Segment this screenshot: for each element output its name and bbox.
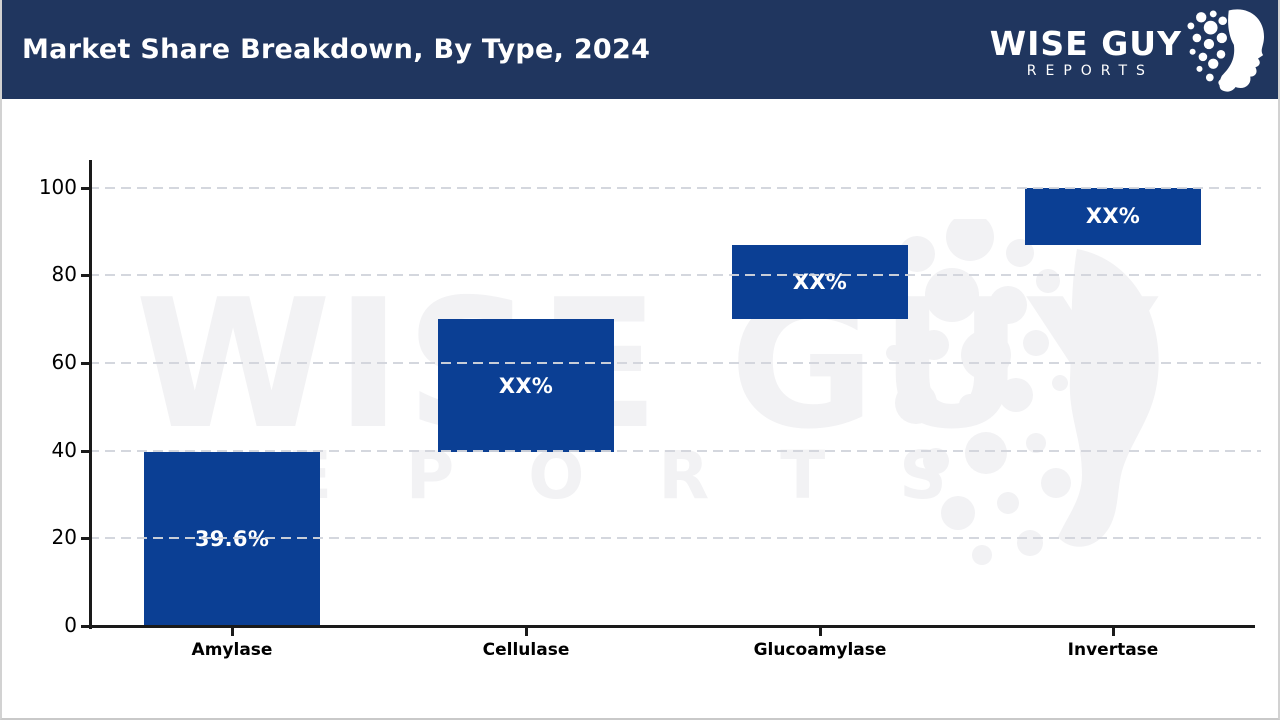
gridline-100 xyxy=(89,186,1261,189)
y-tick-label-0: 0 xyxy=(64,613,77,637)
category-label-amylase: Amylase xyxy=(191,640,273,660)
y-tick-mark-20 xyxy=(81,537,90,541)
face-profile-dots-icon xyxy=(1184,6,1270,94)
bar-value-label: XX% xyxy=(498,373,554,398)
category-label-glucoamylase: Glucoamylase xyxy=(753,640,887,660)
y-tick-mark-80 xyxy=(81,274,90,278)
brand-subtitle: REPORTS xyxy=(1026,63,1154,80)
page-title: Market Share Breakdown, By Type, 2024 xyxy=(22,34,651,65)
y-tick-label-40: 40 xyxy=(51,437,77,462)
header-banner: Market Share Breakdown, By Type, 2024 WI… xyxy=(2,0,1278,99)
x-tick-mark-glucoamylase xyxy=(819,627,822,636)
brand-logo: WISE GUY REPORTS xyxy=(990,6,1270,94)
y-tick-mark-0 xyxy=(81,625,90,628)
y-tick-label-20: 20 xyxy=(51,525,77,550)
y-tick-mark-60 xyxy=(81,361,90,365)
bar-value-label: XX% xyxy=(792,269,848,294)
face-profile-dots-watermark xyxy=(872,213,1182,593)
x-tick-mark-amylase xyxy=(231,627,234,636)
y-tick-label-100: 100 xyxy=(38,174,77,199)
bar-cellulase: XX% xyxy=(438,319,614,453)
x-axis xyxy=(89,625,1255,628)
gridline-60 xyxy=(89,361,1261,364)
x-tick-mark-invertase xyxy=(1112,627,1115,636)
bar-glucoamylase: XX% xyxy=(732,244,908,320)
bar-invertase: XX% xyxy=(1025,187,1201,245)
category-label-invertase: Invertase xyxy=(1067,640,1159,660)
gridline-20 xyxy=(89,537,1261,540)
bar-value-label: XX% xyxy=(1085,204,1141,228)
gridline-40 xyxy=(89,449,1261,452)
y-tick-mark-100 xyxy=(81,186,90,190)
brand-name: WISE GUY xyxy=(989,23,1182,63)
category-label-cellulase: Cellulase xyxy=(482,640,570,660)
x-tick-mark-cellulase xyxy=(525,627,528,636)
brand-wordmark: WISE GUY REPORTS xyxy=(989,23,1182,80)
gridline-80 xyxy=(89,274,1261,277)
y-axis xyxy=(89,159,92,629)
y-tick-label-80: 80 xyxy=(51,262,77,287)
chart-area: WISE GUY REPORTS 39.6% XX% XX% XX% 0 20 40 60 80… xyxy=(2,99,1278,718)
y-tick-mark-40 xyxy=(81,449,90,453)
y-tick-label-60: 60 xyxy=(51,349,77,374)
